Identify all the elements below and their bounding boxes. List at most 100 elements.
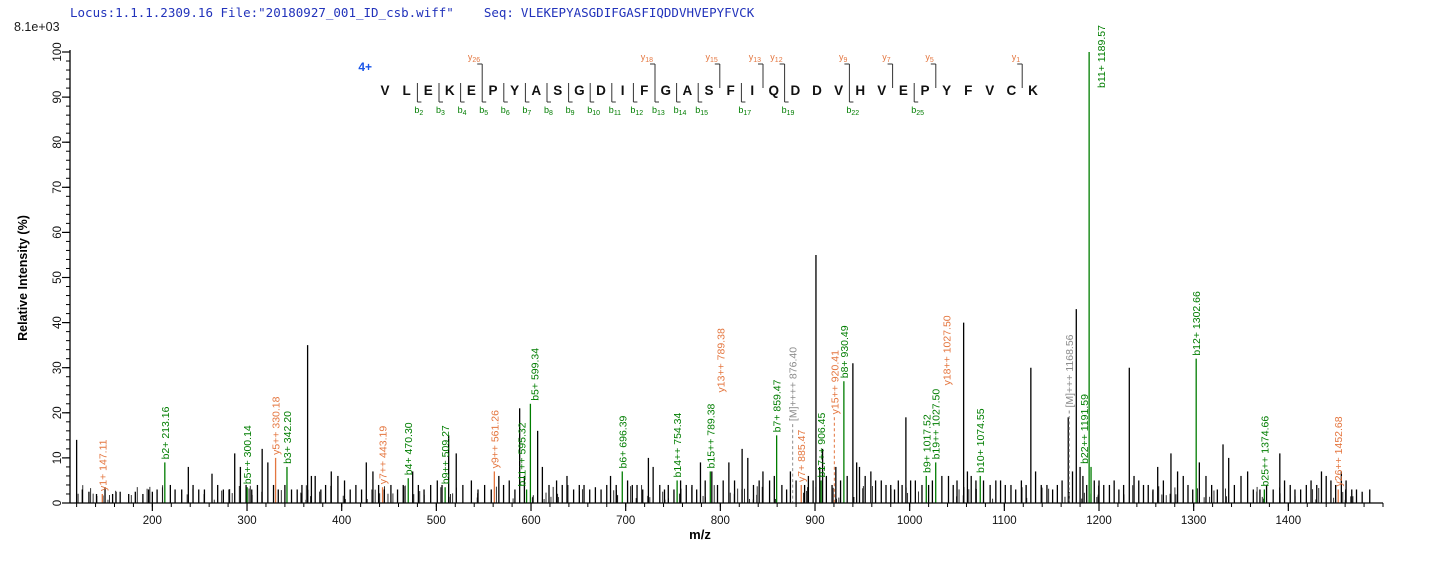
ion-label: y7+ 885.47 [796, 430, 808, 482]
ion-label: b25++ 1374.66 [1259, 416, 1271, 487]
y-tick-label: 90 [52, 91, 64, 104]
ion-label: b4+ 470.30 [403, 422, 415, 475]
residue-letter: P [488, 83, 497, 98]
x-tick-label: 400 [332, 515, 351, 527]
ion-label: y1+ 147.11 [97, 439, 109, 491]
ion-label: y18++ 1027.50 [942, 315, 954, 385]
residue-letter: A [683, 83, 693, 98]
residue-letter: I [750, 83, 754, 98]
b-ion-marker-label: b14 [674, 105, 687, 117]
ion-label: b15++ 789.38 [705, 403, 717, 468]
x-tick-label: 1100 [992, 515, 1017, 527]
y-tick-label: 70 [52, 181, 64, 194]
ion-label: y15++ 920.41 [829, 350, 841, 414]
header-line: Locus:1.1.1.2309.16 File:"20180927_001_I… [70, 5, 754, 20]
locus-file-label: Locus:1.1.1.2309.16 File:"20180927_001_I… [70, 5, 454, 20]
residue-letter: D [812, 83, 822, 98]
ion-label: y26++ 1452.68 [1333, 416, 1345, 486]
y-ion-marker-label: y12 [770, 52, 782, 64]
y-tick-label: 60 [52, 226, 64, 239]
b-ion-marker-label: b9 [566, 105, 575, 117]
ion-label: b9+ 1017.52 [921, 414, 933, 473]
x-tick-label: 1300 [1181, 515, 1207, 527]
residue-letter: C [1007, 83, 1017, 98]
b-ion-marker-label: b25 [911, 105, 924, 117]
ion-label: b14++ 754.34 [672, 412, 684, 477]
ion-label: b9++ 509.27 [440, 425, 452, 484]
ion-label: b8+ 930.49 [839, 325, 851, 378]
ion-label: b22++ 1191.59 [1079, 394, 1091, 464]
b-ion-marker-label: b19 [782, 105, 795, 117]
ion-label: b6+ 696.39 [617, 415, 629, 468]
x-tick-label: 500 [427, 515, 446, 527]
ion-label: b3+ 342.20 [282, 411, 294, 464]
ion-label: b12+ 1302.66 [1191, 291, 1203, 356]
y-ion-marker-label: y15 [706, 52, 718, 64]
y-tick-label: 30 [52, 361, 64, 374]
residue-letter: Q [769, 83, 780, 98]
y-axis-absolute-max: 8.1e+03 [14, 20, 60, 34]
x-axis-title: m/z [689, 527, 711, 542]
residue-letter: S [704, 83, 713, 98]
b-ion-marker-label: b17 [738, 105, 751, 117]
b-ion-marker-label: b8 [544, 105, 553, 117]
y-ion-marker-label: y13 [749, 52, 761, 64]
ion-label: [M]+++ 1168.56 [1064, 334, 1076, 407]
x-tick-label: 800 [711, 515, 730, 527]
ion-label: y9++ 561.26 [489, 410, 501, 469]
x-tick-label: 300 [237, 515, 256, 527]
b-ion-marker-label: b12 [630, 105, 643, 117]
y-tick-label: 40 [52, 316, 64, 329]
residue-letter: E [467, 83, 476, 98]
y-ion-marker-label: y26 [468, 52, 480, 64]
ion-label: b19++ 1027.50 [931, 389, 943, 460]
residue-letter: E [424, 83, 433, 98]
ion-label: b11+ 1189.57 [1096, 25, 1108, 88]
y-axis-title: Relative Intensity (%) [16, 215, 30, 341]
residue-letter: K [1028, 83, 1038, 98]
precursor-charge-label: 4+ [358, 60, 372, 74]
b-ion-marker-label: b2 [414, 105, 423, 117]
b-ion-marker-label: b11 [609, 105, 621, 117]
residue-letter: G [574, 83, 585, 98]
b-ion-marker-label: b4 [458, 105, 467, 117]
x-tick-label: 200 [143, 515, 162, 527]
residue-letter: Y [942, 83, 951, 98]
residue-letter: D [596, 83, 606, 98]
residue-letter: I [621, 83, 625, 98]
residue-letter: L [402, 83, 410, 98]
b-ion-marker-label: b10 [587, 105, 600, 117]
residue-letter: S [553, 83, 562, 98]
x-tick-label: 1400 [1276, 515, 1302, 527]
y-tick-label: 0 [52, 500, 64, 506]
y-tick-label: 20 [52, 406, 64, 419]
b-ion-marker-label: b15 [695, 105, 708, 117]
y-tick-label: 80 [52, 136, 64, 149]
ion-label: y7++ 443.19 [378, 426, 390, 485]
residue-letter: F [640, 83, 648, 98]
residue-letter: V [985, 83, 994, 98]
x-tick-label: 700 [616, 515, 635, 527]
residue-letter: F [726, 83, 734, 98]
y-tick-label: 50 [52, 271, 64, 284]
residue-letter: E [899, 83, 908, 98]
b-ion-marker-label: b7 [522, 105, 531, 117]
ion-label: b2+ 213.16 [160, 406, 172, 459]
x-tick-label: 600 [521, 515, 540, 527]
ion-label: y5++ 330.18 [271, 396, 283, 455]
ion-label: b7+ 859.47 [772, 379, 784, 432]
residue-letter: V [877, 83, 886, 98]
x-tick-label: 1000 [897, 515, 923, 527]
residue-letter: H [855, 83, 865, 98]
residue-letter: V [834, 83, 843, 98]
y-ion-marker-label: y18 [641, 52, 653, 64]
residue-letter: D [791, 83, 801, 98]
ion-label: [M]++++ 876.40 [788, 347, 800, 421]
y-ion-marker-label: y7 [882, 52, 891, 64]
b-ion-marker-label: b3 [436, 105, 445, 117]
ion-label: b11++ 595.32 [517, 422, 529, 486]
y-ion-marker-label: y5 [925, 52, 934, 64]
residue-letter: V [380, 83, 389, 98]
